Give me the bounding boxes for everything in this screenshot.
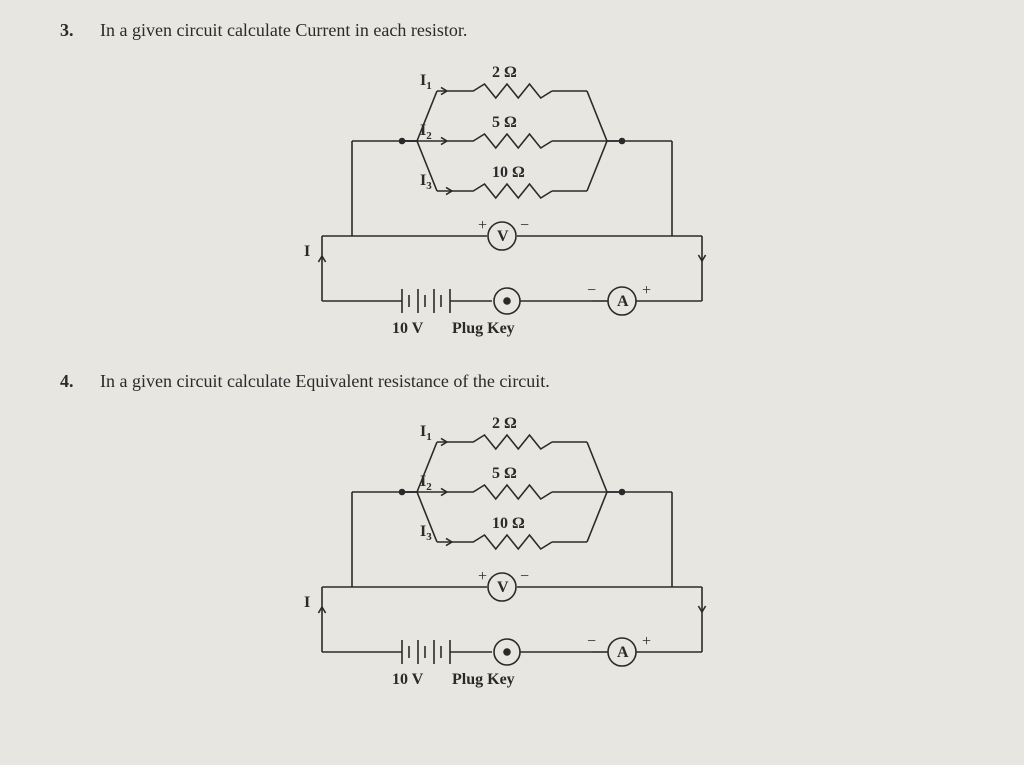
svg-text:2 Ω: 2 Ω xyxy=(492,415,517,432)
svg-text:V: V xyxy=(497,579,509,596)
svg-text:−: − xyxy=(520,568,529,585)
svg-text:I2: I2 xyxy=(420,122,432,142)
svg-text:Plug Key: Plug Key xyxy=(452,320,515,337)
question-3: 3. In a given circuit calculate Current … xyxy=(60,20,964,41)
svg-text:A: A xyxy=(617,293,629,310)
svg-text:−: − xyxy=(520,217,529,234)
svg-text:I: I xyxy=(304,594,310,611)
circuit-diagram-2: I12 ΩI25 ΩI310 ΩV+−I10 VPlug Key−A+ xyxy=(60,402,964,702)
svg-text:Plug Key: Plug Key xyxy=(452,671,515,688)
svg-text:10 Ω: 10 Ω xyxy=(492,515,525,532)
svg-text:+: + xyxy=(478,217,487,234)
svg-text:I2: I2 xyxy=(420,473,432,493)
svg-text:I: I xyxy=(304,243,310,260)
svg-text:5 Ω: 5 Ω xyxy=(492,114,517,131)
svg-text:V: V xyxy=(497,228,509,245)
svg-text:−: − xyxy=(587,633,596,650)
svg-text:+: + xyxy=(478,568,487,585)
svg-text:I1: I1 xyxy=(420,72,432,92)
circuit-diagram-1: I12 ΩI25 ΩI310 ΩV+−I10 VPlug Key−A+ xyxy=(60,51,964,351)
svg-text:−: − xyxy=(587,282,596,299)
question-number: 4. xyxy=(60,371,100,392)
question-4: 4. In a given circuit calculate Equivale… xyxy=(60,371,964,392)
svg-text:10 V: 10 V xyxy=(392,671,424,688)
svg-text:I1: I1 xyxy=(420,423,432,443)
question-text: In a given circuit calculate Current in … xyxy=(100,20,964,41)
svg-text:5 Ω: 5 Ω xyxy=(492,465,517,482)
svg-text:10 Ω: 10 Ω xyxy=(492,164,525,181)
question-number: 3. xyxy=(60,20,100,41)
svg-text:10 V: 10 V xyxy=(392,320,424,337)
question-text: In a given circuit calculate Equivalent … xyxy=(100,371,964,392)
svg-text:+: + xyxy=(642,282,651,299)
svg-text:+: + xyxy=(642,633,651,650)
svg-text:2 Ω: 2 Ω xyxy=(492,64,517,81)
svg-text:A: A xyxy=(617,644,629,661)
